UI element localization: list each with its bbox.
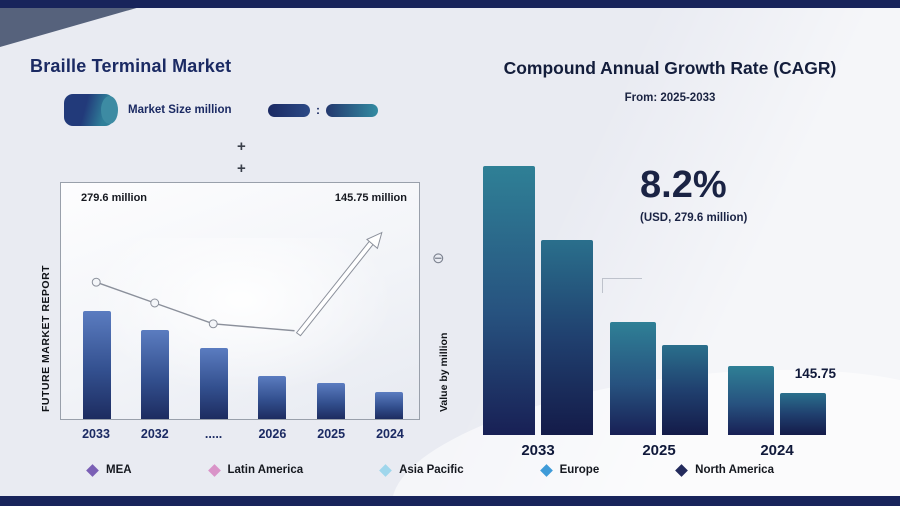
legend-diamond-icon bbox=[675, 463, 689, 477]
cagr-groups: 2033 2025 145.75 2024 bbox=[460, 120, 890, 459]
legend-item: Europe bbox=[539, 463, 600, 477]
market-x-label: 2032 bbox=[140, 427, 169, 441]
market-x-label: 2026 bbox=[258, 427, 287, 441]
legend-item: North America bbox=[675, 463, 774, 477]
market-bars bbox=[83, 311, 403, 419]
legend-diamond-icon bbox=[539, 463, 553, 477]
legend-item-label: Europe bbox=[559, 464, 600, 476]
legend-item-label: North America bbox=[695, 464, 774, 476]
annotation-2024-value: 145.75 million bbox=[334, 192, 407, 204]
market-bar-2024 bbox=[374, 392, 403, 419]
annotation-2033-value: 279.6 million bbox=[81, 192, 148, 204]
cagr-group-2024: 145.75 2024 bbox=[728, 366, 836, 459]
corner-wedge bbox=[0, 7, 140, 47]
cagr-bar bbox=[728, 366, 774, 435]
pill-segment-gradient-icon bbox=[326, 104, 378, 117]
left-section-title: Braille Terminal Market bbox=[30, 56, 232, 76]
cagr-year-label: 2033 bbox=[521, 442, 555, 459]
circle-minus-icon: ⊖ bbox=[432, 250, 445, 267]
market-size-legend: Market Size million bbox=[64, 94, 232, 126]
trend-arrow bbox=[91, 231, 383, 337]
region-legend: MEA Latin America Asia Pacific Europe North … bbox=[86, 463, 774, 477]
top-border-bar bbox=[0, 0, 900, 8]
cagr-note: (USD, 279.6 million) bbox=[640, 212, 748, 224]
cylinder-icon bbox=[64, 94, 118, 126]
cagr-bar-pair bbox=[610, 322, 708, 435]
cagr-value: 8.2% bbox=[640, 164, 727, 206]
legend-diamond-icon bbox=[86, 463, 99, 477]
legend-diamond-icon bbox=[379, 463, 392, 477]
right-section-subtitle: From: 2025-2033 bbox=[624, 92, 716, 104]
market-x-label: ..... bbox=[204, 427, 223, 441]
bottom-border-bar bbox=[0, 496, 900, 506]
cagr-group-2033: 2033 bbox=[483, 166, 593, 459]
legend-item: MEA bbox=[86, 463, 132, 477]
cagr-bar bbox=[483, 166, 535, 435]
market-x-label: 2024 bbox=[376, 427, 404, 441]
market-x-labels: 2033 2032..... 2026 2025 2024 bbox=[82, 427, 404, 441]
legend-diamond-icon bbox=[207, 463, 221, 477]
corner-bracket-shape bbox=[602, 278, 642, 293]
legend-item-label: Asia Pacific bbox=[399, 464, 464, 476]
cagr-bar-pair bbox=[728, 366, 826, 435]
pill-colon: : bbox=[316, 103, 320, 117]
cagr-bar bbox=[662, 345, 708, 435]
market-bar-2026 bbox=[258, 376, 287, 419]
right-section-title: Compound Annual Growth Rate (CAGR) bbox=[503, 58, 837, 78]
left-chart-y-axis-label: FUTURE MARKET REPORT bbox=[40, 264, 52, 412]
plus-icon: + bbox=[237, 138, 246, 155]
cagr-group-2025: 2025 bbox=[610, 322, 708, 459]
market-x-label: 2033 bbox=[82, 427, 110, 441]
market-bar-2025 bbox=[316, 383, 345, 419]
cagr-year-label: 2025 bbox=[642, 442, 676, 459]
legend-item-label: MEA bbox=[106, 464, 132, 476]
range-pill: : bbox=[268, 104, 378, 117]
plus-icon: + bbox=[237, 160, 246, 177]
market-bar-..... bbox=[199, 348, 228, 419]
market-bar-2033 bbox=[83, 311, 111, 419]
market-bar-2032 bbox=[141, 330, 170, 419]
market-size-label: Market Size million bbox=[128, 104, 232, 116]
cagr-year-label: 2024 bbox=[760, 442, 794, 459]
cagr-value-label: 145.75 bbox=[794, 366, 836, 381]
legend-item: Latin America bbox=[207, 463, 304, 477]
market-x-label: 2025 bbox=[317, 427, 346, 441]
legend-item: Asia Pacific bbox=[379, 463, 464, 477]
cagr-bar bbox=[541, 240, 593, 435]
cagr-bar bbox=[780, 393, 826, 435]
right-chart-y-axis-label: Value by million bbox=[438, 332, 450, 412]
legend-item-label: Latin America bbox=[227, 464, 304, 476]
cagr-bar-pair bbox=[483, 166, 593, 435]
pill-segment-icon bbox=[268, 104, 310, 117]
market-size-chart: 279.6 million 145.75 million bbox=[60, 182, 420, 420]
cagr-bar bbox=[610, 322, 656, 435]
